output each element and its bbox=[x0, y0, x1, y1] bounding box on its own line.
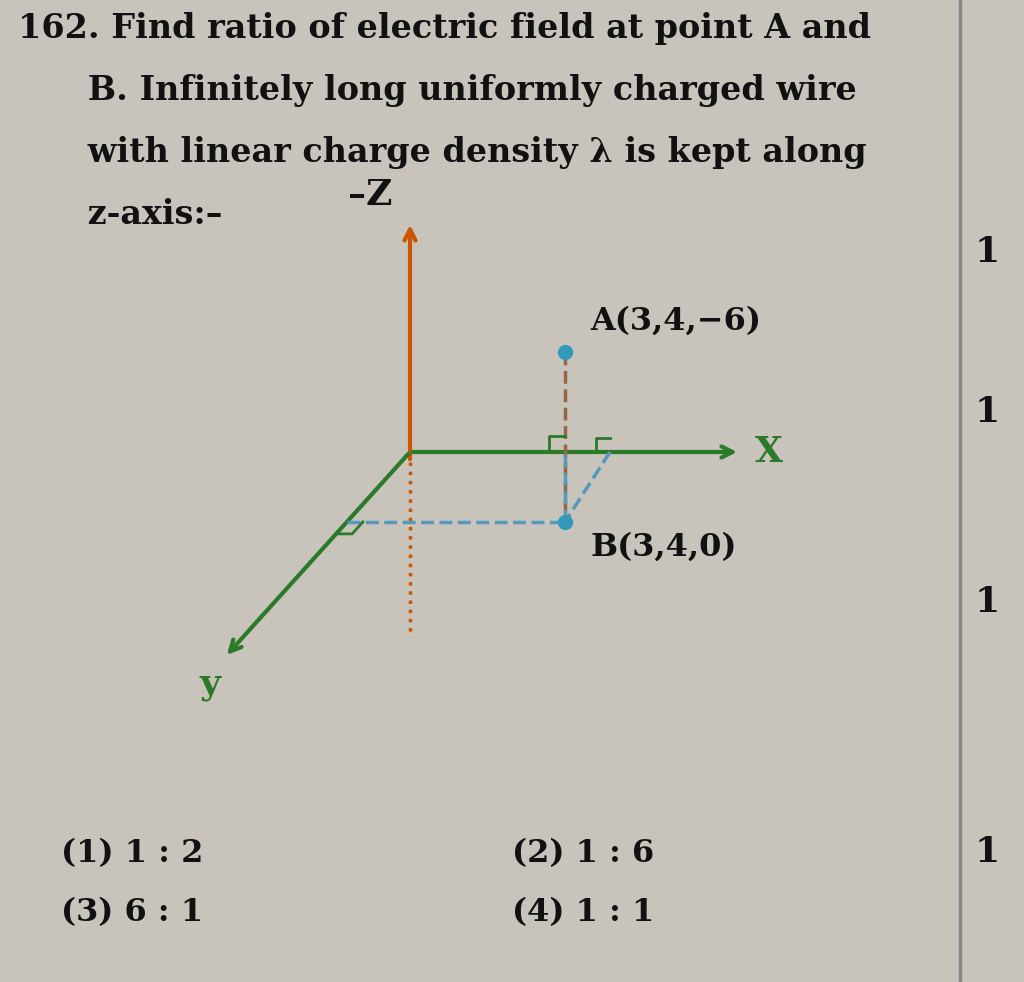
Text: B(3,4,0): B(3,4,0) bbox=[590, 532, 736, 563]
Text: 1: 1 bbox=[975, 395, 1000, 429]
Text: with linear charge density λ is kept along: with linear charge density λ is kept alo… bbox=[18, 136, 866, 169]
Text: 1: 1 bbox=[975, 585, 1000, 619]
Text: 1: 1 bbox=[975, 235, 1000, 269]
Text: (2) 1 : 6: (2) 1 : 6 bbox=[512, 838, 654, 869]
Text: (1) 1 : 2: (1) 1 : 2 bbox=[61, 838, 204, 869]
Text: y: y bbox=[200, 667, 220, 701]
Text: 1: 1 bbox=[975, 835, 1000, 869]
Text: –Z: –Z bbox=[348, 178, 392, 212]
Text: B. Infinitely long uniformly charged wire: B. Infinitely long uniformly charged wir… bbox=[18, 74, 857, 107]
Text: (4) 1 : 1: (4) 1 : 1 bbox=[512, 897, 654, 928]
Text: (3) 6 : 1: (3) 6 : 1 bbox=[61, 897, 204, 928]
Text: z-axis:–: z-axis:– bbox=[18, 198, 222, 231]
Text: A(3,4,−6): A(3,4,−6) bbox=[590, 306, 761, 337]
Text: 162. Find ratio of electric field at point A and: 162. Find ratio of electric field at poi… bbox=[18, 12, 871, 45]
Text: X: X bbox=[755, 435, 783, 469]
